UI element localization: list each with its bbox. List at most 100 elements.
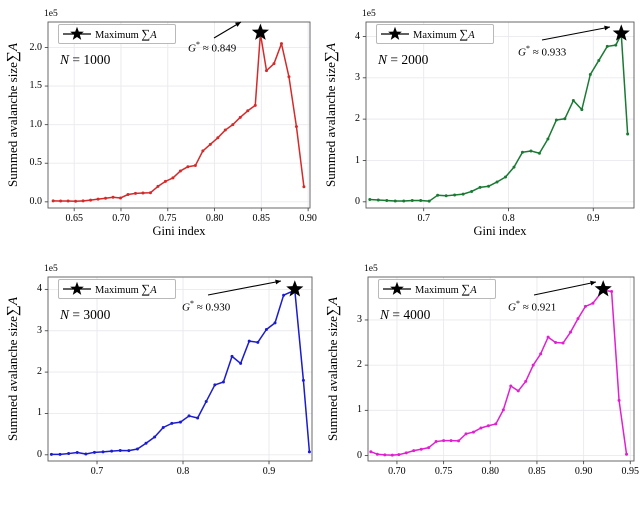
panel-n3000-ytick-label: 1 bbox=[37, 407, 42, 419]
data-point bbox=[397, 453, 401, 457]
panel-n3000-ytick-label: 2 bbox=[37, 366, 42, 378]
data-point bbox=[412, 449, 416, 453]
data-point bbox=[148, 191, 152, 195]
data-point bbox=[529, 149, 533, 153]
data-point bbox=[58, 452, 62, 456]
data-point bbox=[419, 199, 423, 203]
data-point bbox=[66, 199, 70, 203]
data-point bbox=[89, 198, 93, 202]
data-point bbox=[127, 449, 131, 453]
panel-n4000-xtick-label: 0.95 bbox=[621, 466, 640, 477]
data-point bbox=[96, 197, 100, 201]
panel-n2000-ytick-label: 1 bbox=[355, 154, 360, 166]
data-point bbox=[369, 450, 373, 454]
panel-n1000-legend[interactable]: Maximum ∑A bbox=[58, 24, 176, 44]
panel-n1000-offset-text: 1e5 bbox=[44, 9, 58, 19]
data-point bbox=[546, 137, 550, 141]
data-point bbox=[301, 378, 305, 382]
data-point bbox=[187, 414, 191, 418]
data-point bbox=[294, 125, 298, 129]
panel-n4000-xtick-label: 0.90 bbox=[574, 466, 593, 477]
panel-n2000-ylabel: Summed avalanche size ∑ A bbox=[322, 43, 339, 187]
panel-n2000-ytick-label: 2 bbox=[355, 113, 360, 125]
panel-n2000-gstar-annotation: G* ≈ 0.933 bbox=[518, 44, 567, 59]
panel-n2000-canvas bbox=[362, 21, 635, 212]
data-point bbox=[144, 441, 148, 445]
data-point bbox=[580, 108, 584, 112]
panel-n2000-xlabel: Gini index bbox=[473, 224, 527, 238]
data-point bbox=[512, 165, 516, 169]
data-point bbox=[442, 439, 446, 443]
legend-label: Maximum ∑A bbox=[95, 281, 157, 296]
data-point bbox=[111, 195, 115, 199]
data-point bbox=[626, 132, 630, 136]
panel-n4000-n-label: N = 4000 bbox=[380, 307, 431, 322]
data-point bbox=[436, 193, 440, 197]
data-point bbox=[516, 389, 520, 393]
data-point bbox=[119, 196, 123, 200]
panel-n2000-ytick-label: 3 bbox=[355, 71, 360, 83]
data-point bbox=[461, 192, 465, 196]
data-point bbox=[272, 62, 276, 66]
data-point bbox=[135, 447, 139, 451]
data-point bbox=[470, 189, 474, 193]
data-point bbox=[247, 339, 251, 343]
panel-n4000-ytick-label: 0 bbox=[357, 449, 362, 461]
legend-label: Maximum ∑A bbox=[95, 26, 157, 41]
data-point bbox=[383, 453, 387, 457]
panel-n1000-gstar-annotation: G* ≈ 0.849 bbox=[188, 40, 237, 55]
data-point bbox=[520, 150, 524, 154]
data-point bbox=[597, 58, 601, 62]
panel-n1000: 1e5 0.0 0.5 1.0 1.5 2.0 0.65 0.70 0.75 0.80 0.85 0.… bbox=[0, 0, 321, 252]
data-point bbox=[230, 354, 234, 358]
data-point bbox=[213, 383, 217, 387]
data-point bbox=[264, 69, 268, 73]
panel-n1000-xtick-label: 0.85 bbox=[252, 213, 271, 224]
data-point bbox=[178, 420, 182, 424]
panel-n3000-legend[interactable]: Maximum ∑A bbox=[58, 279, 176, 299]
data-point bbox=[49, 452, 53, 456]
legend-label: Maximum ∑A bbox=[415, 281, 477, 296]
panel-n2000-xtick-label: 0.7 bbox=[417, 213, 430, 224]
panel-n3000-ylabel: Summed avalanche size ∑ A bbox=[4, 297, 21, 441]
data-point bbox=[495, 180, 499, 184]
data-point bbox=[84, 452, 88, 456]
panel-n3000-ytick-label: 4 bbox=[37, 283, 42, 295]
data-point bbox=[419, 447, 423, 451]
data-point bbox=[457, 439, 461, 443]
data-point bbox=[539, 352, 543, 356]
data-point bbox=[133, 191, 137, 195]
panel-n1000-xtick-label: 0.75 bbox=[159, 213, 177, 224]
data-point bbox=[494, 422, 498, 426]
data-point bbox=[427, 446, 431, 450]
data-point bbox=[196, 416, 200, 420]
panel-n1000-n-label: N = 1000 bbox=[60, 52, 111, 67]
panel-n1000-xtick-label: 0.80 bbox=[205, 213, 224, 224]
legend-star-marker-icon bbox=[382, 281, 412, 297]
panel-n1000-xtick-label: 0.90 bbox=[299, 213, 317, 224]
legend-star-marker-icon bbox=[62, 26, 92, 42]
data-point bbox=[221, 380, 225, 384]
data-point bbox=[368, 198, 372, 202]
data-point bbox=[471, 430, 475, 434]
panel-n1000-canvas bbox=[44, 21, 311, 212]
data-point bbox=[239, 361, 243, 365]
maximum-star-marker-icon bbox=[251, 23, 269, 40]
panel-n4000-ytick-label: 1 bbox=[357, 404, 362, 416]
data-point bbox=[216, 136, 220, 140]
panel-n4000-legend[interactable]: Maximum ∑A bbox=[378, 279, 496, 299]
data-point bbox=[453, 193, 457, 197]
panel-n1000-ytick-label: 2.0 bbox=[29, 41, 43, 53]
legend-star-marker-icon bbox=[380, 26, 410, 42]
panel-n2000-legend[interactable]: Maximum ∑A bbox=[376, 24, 494, 44]
data-point bbox=[126, 192, 130, 196]
data-point bbox=[287, 75, 291, 79]
data-point bbox=[561, 341, 565, 345]
data-point bbox=[51, 199, 55, 203]
data-point bbox=[524, 379, 528, 383]
data-point bbox=[625, 452, 629, 456]
data-point bbox=[605, 44, 609, 48]
panel-n1000-ytick-label: 0.0 bbox=[29, 195, 43, 207]
data-point bbox=[376, 198, 380, 202]
